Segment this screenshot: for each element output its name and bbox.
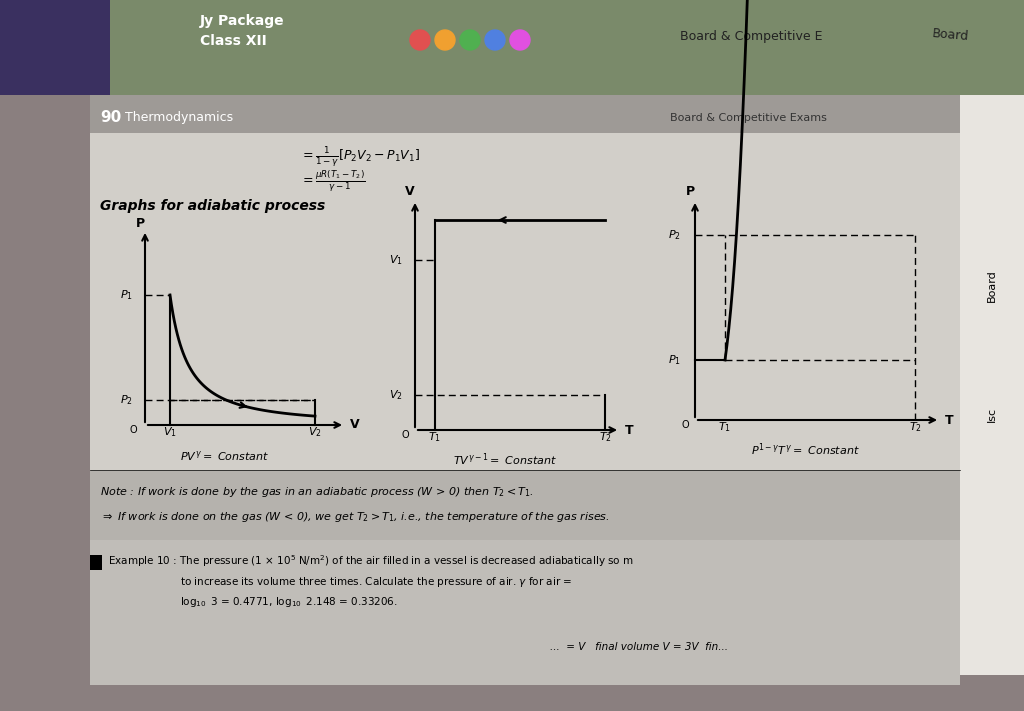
Circle shape — [510, 30, 530, 50]
Text: to increase its volume three times. Calculate the pressure of air. $\gamma$ for : to increase its volume three times. Calc… — [180, 575, 572, 589]
Text: $V_2$: $V_2$ — [389, 388, 403, 402]
Bar — [90, 95, 961, 133]
Bar — [90, 95, 961, 685]
Text: V: V — [350, 419, 359, 432]
Text: $=\frac{\mu R(T_1-T_2)}{\gamma-1}$: $=\frac{\mu R(T_1-T_2)}{\gamma-1}$ — [300, 169, 366, 193]
Text: $\log_{10}$ 3 = 0.4771, $\log_{10}$ 2.148 = 0.33206.: $\log_{10}$ 3 = 0.4771, $\log_{10}$ 2.14… — [180, 595, 397, 609]
Bar — [90, 555, 102, 570]
Bar — [90, 540, 961, 685]
Text: $T_1$: $T_1$ — [428, 430, 441, 444]
Text: $T_2$: $T_2$ — [599, 430, 611, 444]
Text: $T_1$: $T_1$ — [719, 420, 731, 434]
Text: Jy Package: Jy Package — [200, 14, 285, 28]
Text: Thermodynamics: Thermodynamics — [125, 112, 233, 124]
Circle shape — [435, 30, 455, 50]
Text: $=\frac{1}{1-\gamma}[P_2V_2-P_1V_1]$: $=\frac{1}{1-\gamma}[P_2V_2-P_1V_1]$ — [300, 146, 420, 169]
Bar — [961, 95, 1024, 675]
Text: Isc: Isc — [987, 407, 997, 422]
Circle shape — [410, 30, 430, 50]
Text: Graphs for adiabatic process: Graphs for adiabatic process — [100, 199, 326, 213]
Text: O: O — [401, 430, 409, 440]
Text: $T_2$: $T_2$ — [908, 420, 922, 434]
Text: $P^{1-\gamma}T^{\gamma}=$ Constant: $P^{1-\gamma}T^{\gamma}=$ Constant — [751, 442, 859, 459]
Text: $V_1$: $V_1$ — [389, 253, 403, 267]
Text: Board & Competitive Exams: Board & Competitive Exams — [670, 113, 826, 123]
Text: $P_2$: $P_2$ — [120, 393, 133, 407]
Text: $V_2$: $V_2$ — [308, 425, 322, 439]
Text: $\Rightarrow$ If work is done on the gas (W < 0), we get $T_2 > T_1$, i.e., the : $\Rightarrow$ If work is done on the gas… — [100, 510, 610, 524]
Text: T: T — [625, 424, 634, 437]
Text: Board: Board — [987, 269, 997, 302]
Text: 90: 90 — [100, 110, 121, 126]
Text: $P_1$: $P_1$ — [120, 288, 133, 302]
Text: Note : If work is done by the gas in an adiabatic process (W > 0) then $T_2 < T_: Note : If work is done by the gas in an … — [100, 485, 534, 499]
Text: $PV^{\gamma}=$ Constant: $PV^{\gamma}=$ Constant — [180, 449, 269, 463]
Text: Board & Competitive E: Board & Competitive E — [680, 30, 822, 43]
Text: V: V — [406, 185, 415, 198]
Text: P: P — [135, 217, 144, 230]
Text: $TV^{\gamma-1}=$ Constant: $TV^{\gamma-1}=$ Constant — [453, 451, 557, 469]
Bar — [90, 470, 961, 540]
Text: O: O — [129, 425, 137, 435]
Text: Class XII: Class XII — [200, 34, 266, 48]
Text: Example 10 : The pressure (1 $\times$ 10$^5$ N/m$^2$) of the air filled in a ves: Example 10 : The pressure (1 $\times$ 10… — [108, 553, 634, 569]
Text: P: P — [685, 185, 694, 198]
Bar — [0, 0, 110, 95]
Text: O: O — [681, 420, 689, 430]
Circle shape — [485, 30, 505, 50]
Text: ...  = V   final volume V = 3V  fin...: ... = V final volume V = 3V fin... — [550, 642, 728, 652]
Text: T: T — [945, 414, 953, 427]
Bar — [0, 0, 1024, 95]
Text: $P_1$: $P_1$ — [668, 353, 681, 367]
Text: $P_2$: $P_2$ — [668, 228, 681, 242]
Text: Board: Board — [931, 27, 969, 43]
Circle shape — [460, 30, 480, 50]
Text: $V_1$: $V_1$ — [163, 425, 177, 439]
